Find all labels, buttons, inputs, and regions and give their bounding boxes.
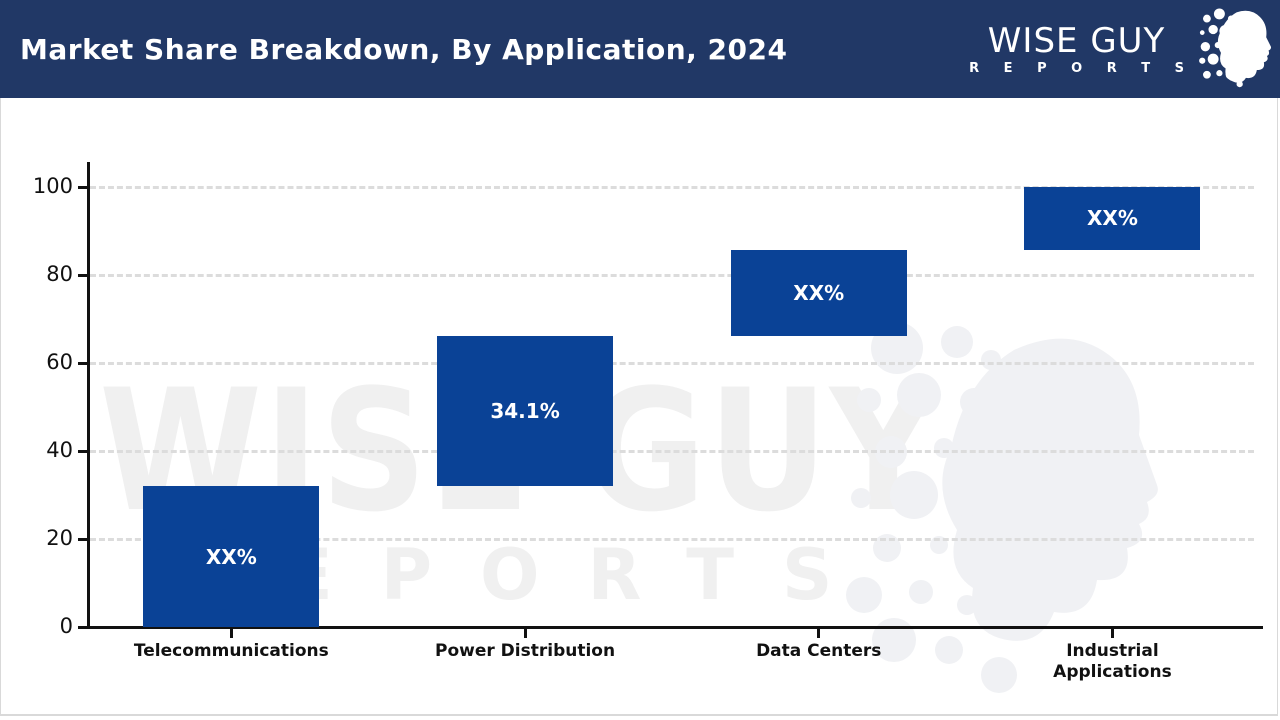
x-axis-spine bbox=[87, 626, 1263, 629]
logo-face-icon bbox=[1199, 8, 1272, 88]
x-category-label-1: Power Distribution bbox=[435, 641, 616, 661]
brand-logo: WISE GUY R E P O R T S bbox=[959, 5, 1274, 93]
x-tick-3 bbox=[1110, 629, 1114, 638]
y-tick-80 bbox=[78, 273, 87, 277]
bar-telecommunications-text: XX% bbox=[205, 544, 257, 569]
logo-wordmark-text: WISE GUY bbox=[987, 20, 1166, 61]
page-title: Market Share Breakdown, By Application, … bbox=[20, 32, 788, 66]
x-category-label-3: Industrial Applications bbox=[1053, 641, 1172, 682]
y-axis-spine bbox=[87, 162, 90, 629]
bar-data-centers: XX% bbox=[730, 250, 907, 337]
x-category-label-0: Telecommunications bbox=[133, 641, 329, 661]
y-tick-label-60: 60 bbox=[46, 349, 73, 374]
y-tick-label-40: 40 bbox=[46, 437, 73, 462]
gridline-20 bbox=[90, 537, 1254, 541]
gridline-40 bbox=[90, 449, 1254, 453]
x-tick-1 bbox=[523, 629, 527, 638]
y-tick-40 bbox=[78, 449, 87, 453]
bar-industrial-applications-text: XX% bbox=[1086, 206, 1138, 231]
bar-industrial-applications: XX% bbox=[1024, 186, 1201, 251]
gridline-60 bbox=[90, 361, 1254, 365]
y-tick-label-80: 80 bbox=[46, 261, 73, 286]
bar-telecommunications: XX% bbox=[143, 486, 320, 627]
gridline-100 bbox=[90, 185, 1254, 189]
y-tick-label-0: 0 bbox=[59, 614, 73, 638]
y-tick-20 bbox=[78, 537, 87, 541]
bar-power-distribution: 34.1% bbox=[437, 336, 614, 487]
y-tick-label-100: 100 bbox=[32, 173, 73, 198]
gridline-80 bbox=[90, 273, 1254, 277]
bar-data-centers-text: XX% bbox=[793, 281, 845, 306]
x-tick-2 bbox=[817, 629, 821, 638]
y-tick-60 bbox=[78, 361, 87, 365]
x-tick-0 bbox=[229, 629, 233, 638]
watermark-face-icon bbox=[846, 322, 1158, 693]
y-tick-label-20: 20 bbox=[46, 525, 73, 550]
x-category-label-2: Data Centers bbox=[756, 641, 882, 661]
logo-subtitle-text: R E P O R T S bbox=[969, 60, 1194, 76]
logo-wordmark: WISE GUY R E P O R T S bbox=[959, 23, 1194, 76]
chart-frame: WISE GUY REPORTS 0 20 40 60 80 100 XX% Telecomm… bbox=[0, 98, 1278, 716]
header: Market Share Breakdown, By Application, … bbox=[0, 0, 1280, 98]
y-tick-0 bbox=[78, 626, 87, 629]
y-tick-100 bbox=[78, 185, 87, 189]
bar-power-distribution-text: 34.1% bbox=[490, 399, 560, 424]
bar-chart: 0 20 40 60 80 100 XX% Telecommunications 34.1% Po… bbox=[1, 98, 1277, 714]
